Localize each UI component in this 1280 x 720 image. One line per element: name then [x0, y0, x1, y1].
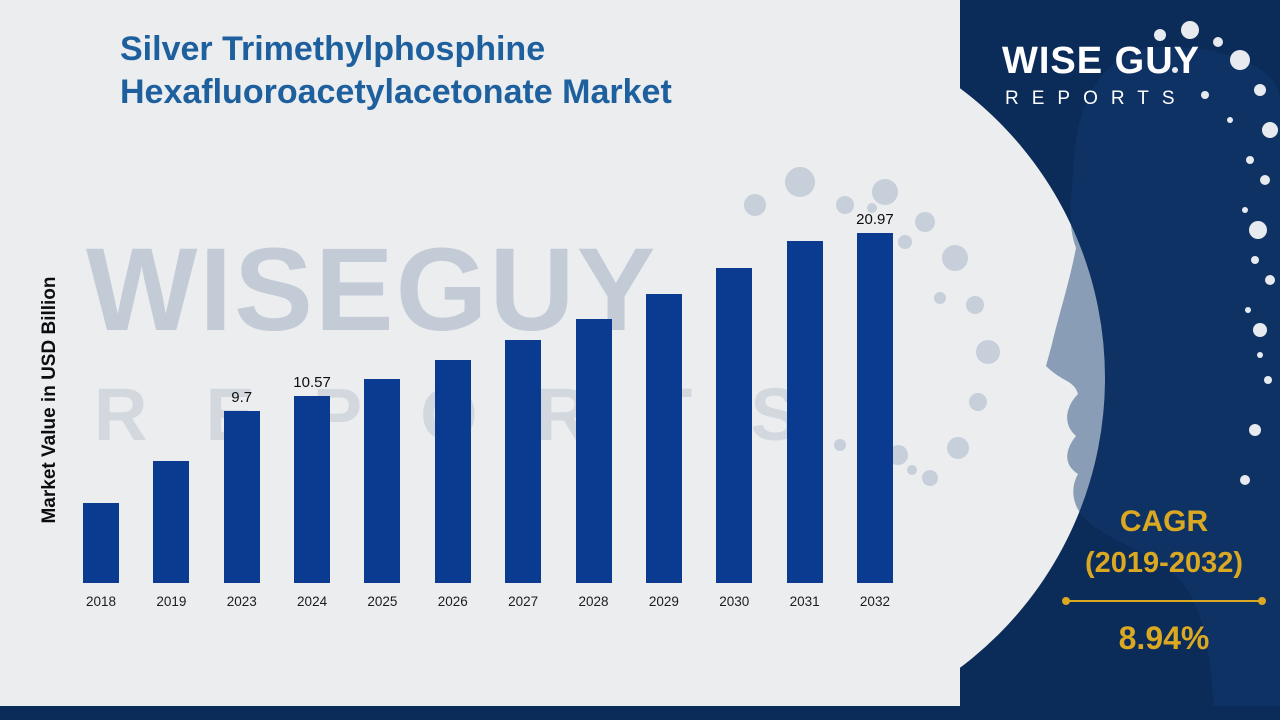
- x-axis-label: 2030: [719, 594, 750, 609]
- x-axis-label: 2032: [859, 594, 890, 609]
- cagr-range: (2019-2032): [1085, 547, 1243, 579]
- cagr-divider: [1062, 597, 1266, 605]
- bar: [153, 461, 190, 583]
- bar: [716, 268, 753, 583]
- bar-slot: 10.57 2024: [277, 211, 347, 609]
- bar: [505, 340, 542, 583]
- bar-slot: 2018: [66, 211, 136, 609]
- divider-dot-left: [1062, 597, 1070, 605]
- bar-slot: 2026: [418, 211, 488, 609]
- bar-chart: 2018 2019 9.7 2023 10.57 2024 2025 2026 2027 2028…: [66, 211, 910, 609]
- x-axis-label: 2028: [578, 594, 609, 609]
- bar: [83, 503, 119, 583]
- logo-wordmark: WISE GUY: [1002, 40, 1201, 82]
- cagr-value: 8.94%: [1118, 620, 1210, 656]
- bar: [786, 241, 823, 583]
- x-axis-label: 2019: [156, 594, 187, 609]
- bar: [223, 411, 260, 583]
- x-axis-label: 2023: [226, 594, 257, 609]
- x-axis-label: 2026: [437, 594, 468, 609]
- bar: [434, 360, 471, 583]
- bar-slot: 20.97 2032: [840, 211, 910, 609]
- x-axis-label: 2027: [508, 594, 539, 609]
- bar: [294, 396, 331, 583]
- wiseguy-logo: WISE GUY REPORTS: [1002, 40, 1200, 110]
- bar-value-label: 20.97: [856, 211, 894, 228]
- bar: [856, 233, 893, 583]
- bar-slot: 2025: [347, 211, 417, 609]
- x-axis-label: 2031: [789, 594, 820, 609]
- bar: [645, 294, 682, 583]
- x-axis-label: 2024: [297, 594, 328, 609]
- bar-slot: 2019: [136, 211, 206, 609]
- y-axis-label: Market Value in USD Billion: [39, 276, 60, 524]
- bar-value-label: 9.7: [231, 389, 253, 406]
- page-title: Silver Trimethylphosphine Hexafluoroacet…: [120, 30, 672, 111]
- cagr-label: CAGR: [1119, 505, 1209, 538]
- logo-subtitle: REPORTS: [1005, 88, 1188, 109]
- bar-slot: 2031: [770, 211, 840, 609]
- x-axis-label: 2018: [85, 594, 117, 609]
- bottom-strip: [0, 706, 1280, 720]
- bar-slot: 2027: [488, 211, 558, 609]
- cagr-block: CAGR (2019-2032) 8.94%: [1058, 505, 1270, 657]
- bar-slot: 2030: [699, 211, 769, 609]
- divider-dot-right: [1258, 597, 1266, 605]
- bar-slot: 2029: [629, 211, 699, 609]
- bar: [364, 379, 401, 583]
- x-axis-label: 2025: [367, 594, 398, 609]
- x-axis-label: 2029: [648, 594, 679, 609]
- bar: [575, 319, 612, 583]
- bar-slot: 9.7 2023: [207, 211, 277, 609]
- bar-slot: 2028: [559, 211, 629, 609]
- bar-value-label: 10.57: [293, 374, 331, 391]
